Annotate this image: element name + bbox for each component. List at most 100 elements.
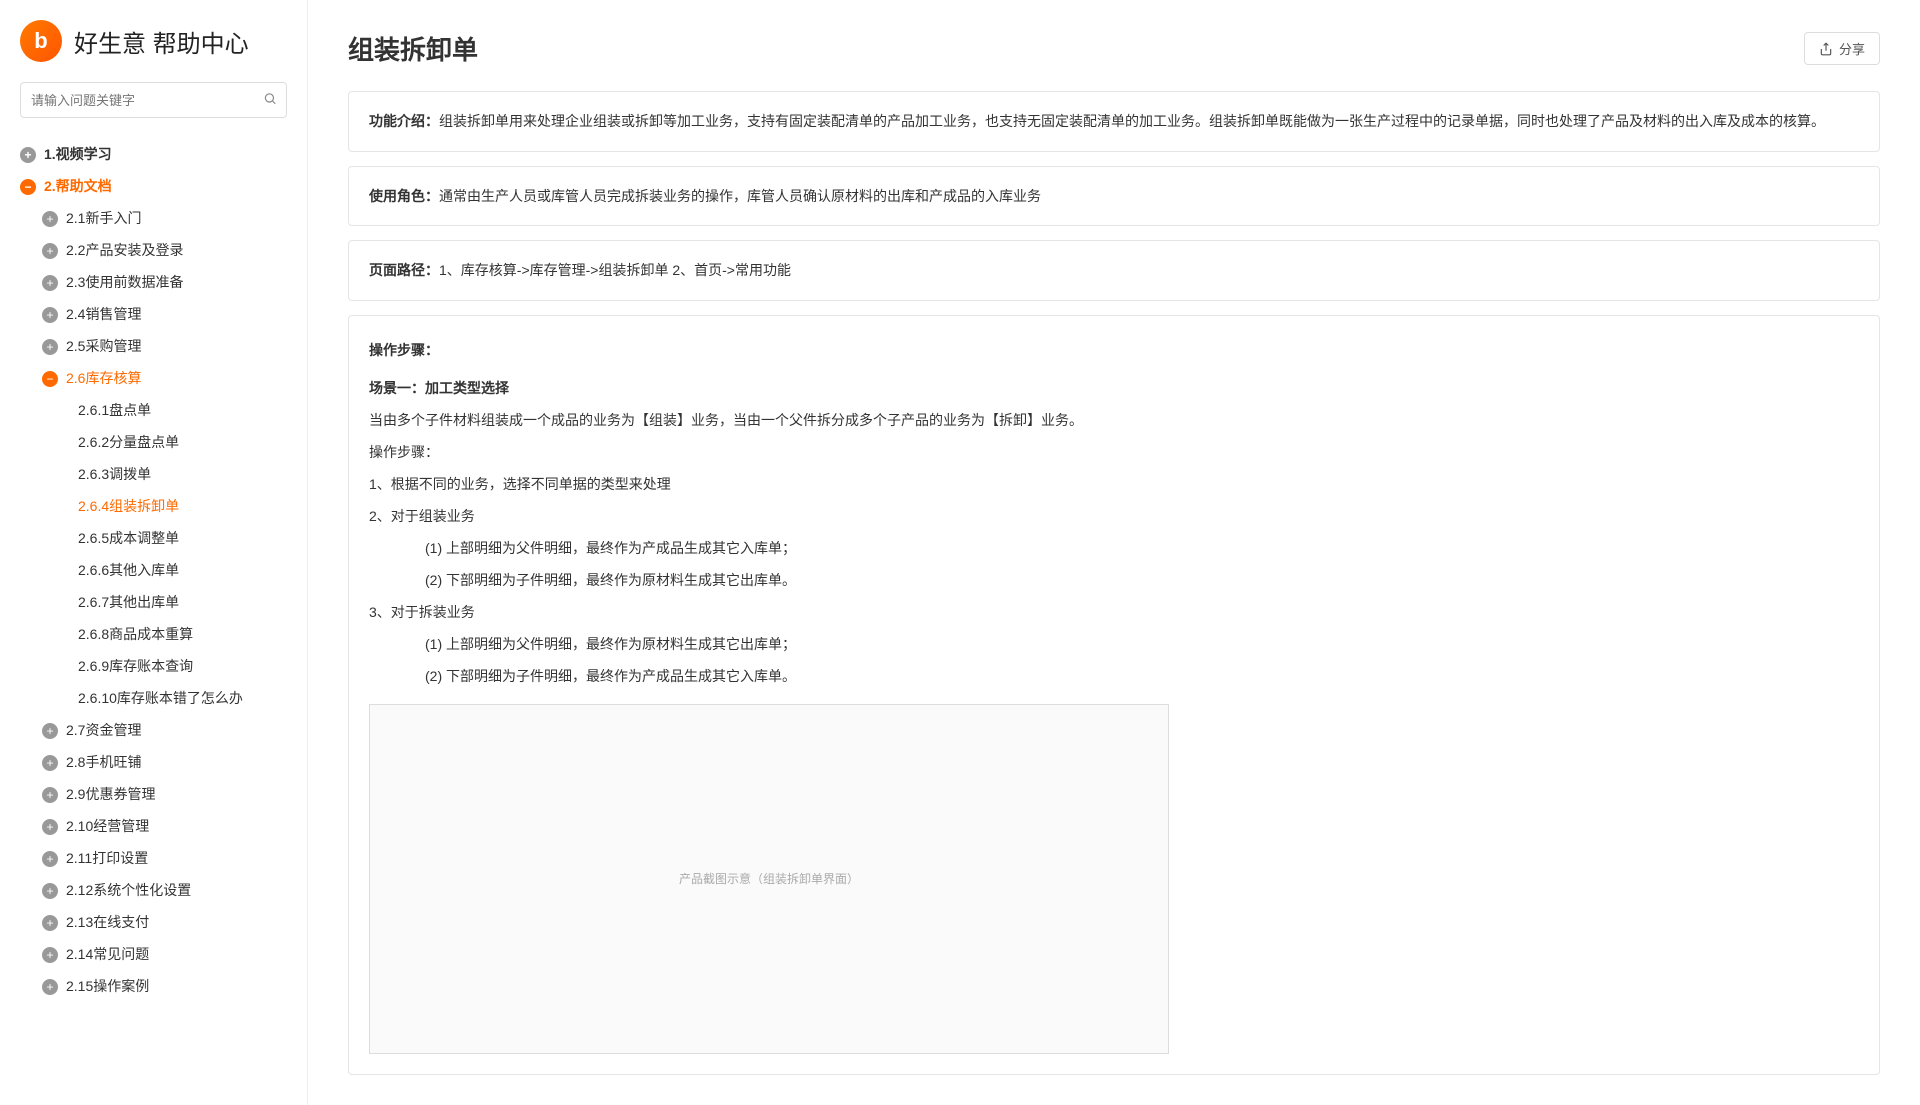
nav-item-2-7[interactable]: +2.7资金管理 <box>20 714 287 746</box>
nav-item-2-3[interactable]: +2.3使用前数据准备 <box>20 266 287 298</box>
nav-label: 2.13在线支付 <box>66 914 149 930</box>
nav-item-2-12[interactable]: +2.12系统个性化设置 <box>20 874 287 906</box>
nav-label: 2.6.6其他入库单 <box>78 562 179 578</box>
nav-label: 2.6.10库存账本错了怎么办 <box>78 690 243 706</box>
nav-item-2-6[interactable]: −2.6库存核算 <box>20 362 287 394</box>
nav-label: 1.视频学习 <box>44 146 112 162</box>
nav-label: 2.4销售管理 <box>66 306 141 322</box>
path-text: 1、库存核算->库存管理->组装拆卸单 2、首页->常用功能 <box>439 262 791 278</box>
step-3b: (2) 下部明细为子件明细，最终作为产成品生成其它入库单。 <box>369 662 1859 690</box>
plus-icon: + <box>42 979 58 995</box>
nav-item-2-6-4[interactable]: 2.6.4组装拆卸单 <box>20 490 287 522</box>
role-label: 使用角色： <box>369 188 439 204</box>
sidebar: b 好生意 帮助中心 +1.视频学习 −2.帮助文档 +2.1新手入门 +2.2… <box>0 0 308 1105</box>
nav-label: 2.7资金管理 <box>66 722 141 738</box>
nav-label: 2.6.4组装拆卸单 <box>78 498 179 514</box>
sub-steps-heading: 操作步骤： <box>369 438 1859 466</box>
nav-item-2-8[interactable]: +2.8手机旺铺 <box>20 746 287 778</box>
plus-icon: + <box>42 851 58 867</box>
plus-icon: + <box>42 915 58 931</box>
plus-icon: + <box>42 243 58 259</box>
steps-block: 操作步骤： 场景一：加工类型选择 当由多个子件材料组装成一个成品的业务为【组装】… <box>348 315 1880 1075</box>
title-row: 组装拆卸单 分享 <box>348 30 1880 67</box>
nav-label: 2.6.5成本调整单 <box>78 530 179 546</box>
nav-label: 2.15操作案例 <box>66 978 149 994</box>
role-card: 使用角色：通常由生产人员或库管人员完成拆装业务的操作，库管人员确认原材料的出库和… <box>348 166 1880 227</box>
nav-item-2-6-5[interactable]: 2.6.5成本调整单 <box>20 522 287 554</box>
nav-item-2-10[interactable]: +2.10经营管理 <box>20 810 287 842</box>
search-box <box>20 82 287 118</box>
step-2a: (1) 上部明细为父件明细，最终作为产成品生成其它入库单； <box>369 534 1859 562</box>
step-2: 2、对于组装业务 <box>369 502 1859 530</box>
nav-item-2-11[interactable]: +2.11打印设置 <box>20 842 287 874</box>
plus-icon: + <box>20 147 36 163</box>
logo-icon: b <box>20 20 62 62</box>
plus-icon: + <box>42 755 58 771</box>
scene-heading: 场景一：加工类型选择 <box>369 374 1859 402</box>
nav-item-2-14[interactable]: +2.14常见问题 <box>20 938 287 970</box>
nav-label: 2.8手机旺铺 <box>66 754 141 770</box>
nav-item-2-9[interactable]: +2.9优惠券管理 <box>20 778 287 810</box>
intro-label: 功能介绍： <box>369 113 439 129</box>
nav-item-2-1[interactable]: +2.1新手入门 <box>20 202 287 234</box>
nav-item-2-6-8[interactable]: 2.6.8商品成本重算 <box>20 618 287 650</box>
page-title: 组装拆卸单 <box>348 30 478 67</box>
path-label: 页面路径： <box>369 262 439 278</box>
logo-text: 好生意 帮助中心 <box>74 24 249 59</box>
plus-icon: + <box>42 723 58 739</box>
nav-label: 2.11打印设置 <box>66 850 148 866</box>
nav-label: 2.6.7其他出库单 <box>78 594 179 610</box>
plus-icon: + <box>42 883 58 899</box>
nav-item-2-6-1[interactable]: 2.6.1盘点单 <box>20 394 287 426</box>
nav-item-video[interactable]: +1.视频学习 <box>20 138 287 170</box>
plus-icon: + <box>42 947 58 963</box>
search-icon[interactable] <box>263 92 277 109</box>
nav-label: 2.14常见问题 <box>66 946 149 962</box>
plus-icon: + <box>42 307 58 323</box>
logo: b 好生意 帮助中心 <box>20 20 287 62</box>
share-button[interactable]: 分享 <box>1804 32 1880 65</box>
nav-label: 2.6.8商品成本重算 <box>78 626 193 642</box>
role-text: 通常由生产人员或库管人员完成拆装业务的操作，库管人员确认原材料的出库和产成品的入… <box>439 188 1041 204</box>
nav-label: 2.6.2分量盘点单 <box>78 434 179 450</box>
plus-icon: + <box>42 211 58 227</box>
nav-item-2-6-10[interactable]: 2.6.10库存账本错了怎么办 <box>20 682 287 714</box>
intro-text: 组装拆卸单用来处理企业组装或拆卸等加工业务，支持有固定装配清单的产品加工业务，也… <box>439 113 1825 129</box>
path-card: 页面路径：1、库存核算->库存管理->组装拆卸单 2、首页->常用功能 <box>348 240 1880 301</box>
nav-tree: +1.视频学习 −2.帮助文档 +2.1新手入门 +2.2产品安装及登录 +2.… <box>20 138 287 1002</box>
nav-item-2-6-6[interactable]: 2.6.6其他入库单 <box>20 554 287 586</box>
nav-label: 2.帮助文档 <box>44 178 112 194</box>
nav-item-2-6-3[interactable]: 2.6.3调拨单 <box>20 458 287 490</box>
nav-label: 2.9优惠券管理 <box>66 786 155 802</box>
step-2b: (2) 下部明细为子件明细，最终作为原材料生成其它出库单。 <box>369 566 1859 594</box>
nav-item-2-4[interactable]: +2.4销售管理 <box>20 298 287 330</box>
intro-card: 功能介绍：组装拆卸单用来处理企业组装或拆卸等加工业务，支持有固定装配清单的产品加… <box>348 91 1880 152</box>
plus-icon: + <box>42 339 58 355</box>
minus-icon: − <box>42 371 58 387</box>
plus-icon: + <box>42 819 58 835</box>
share-label: 分享 <box>1839 39 1865 58</box>
plus-icon: + <box>42 275 58 291</box>
nav-label: 2.6.9库存账本查询 <box>78 658 193 674</box>
nav-item-2-5[interactable]: +2.5采购管理 <box>20 330 287 362</box>
nav-item-2-15[interactable]: +2.15操作案例 <box>20 970 287 1002</box>
nav-item-2-2[interactable]: +2.2产品安装及登录 <box>20 234 287 266</box>
step-3: 3、对于拆装业务 <box>369 598 1859 626</box>
nav-item-2-6-9[interactable]: 2.6.9库存账本查询 <box>20 650 287 682</box>
nav-label: 2.3使用前数据准备 <box>66 274 183 290</box>
embedded-screenshot: 产品截图示意（组装拆卸单界面） <box>369 704 1169 1054</box>
nav-item-docs[interactable]: −2.帮助文档 <box>20 170 287 202</box>
nav-label: 2.10经营管理 <box>66 818 149 834</box>
steps-heading: 操作步骤： <box>369 336 1859 364</box>
plus-icon: + <box>42 787 58 803</box>
nav-label: 2.2产品安装及登录 <box>66 242 183 258</box>
minus-icon: − <box>20 179 36 195</box>
nav-label: 2.5采购管理 <box>66 338 141 354</box>
scene-desc: 当由多个子件材料组装成一个成品的业务为【组装】业务，当由一个父件拆分成多个子产品… <box>369 406 1859 434</box>
nav-label: 2.6.1盘点单 <box>78 402 151 418</box>
nav-item-2-13[interactable]: +2.13在线支付 <box>20 906 287 938</box>
search-input[interactable] <box>20 82 287 118</box>
nav-item-2-6-2[interactable]: 2.6.2分量盘点单 <box>20 426 287 458</box>
step-1: 1、根据不同的业务，选择不同单据的类型来处理 <box>369 470 1859 498</box>
nav-item-2-6-7[interactable]: 2.6.7其他出库单 <box>20 586 287 618</box>
